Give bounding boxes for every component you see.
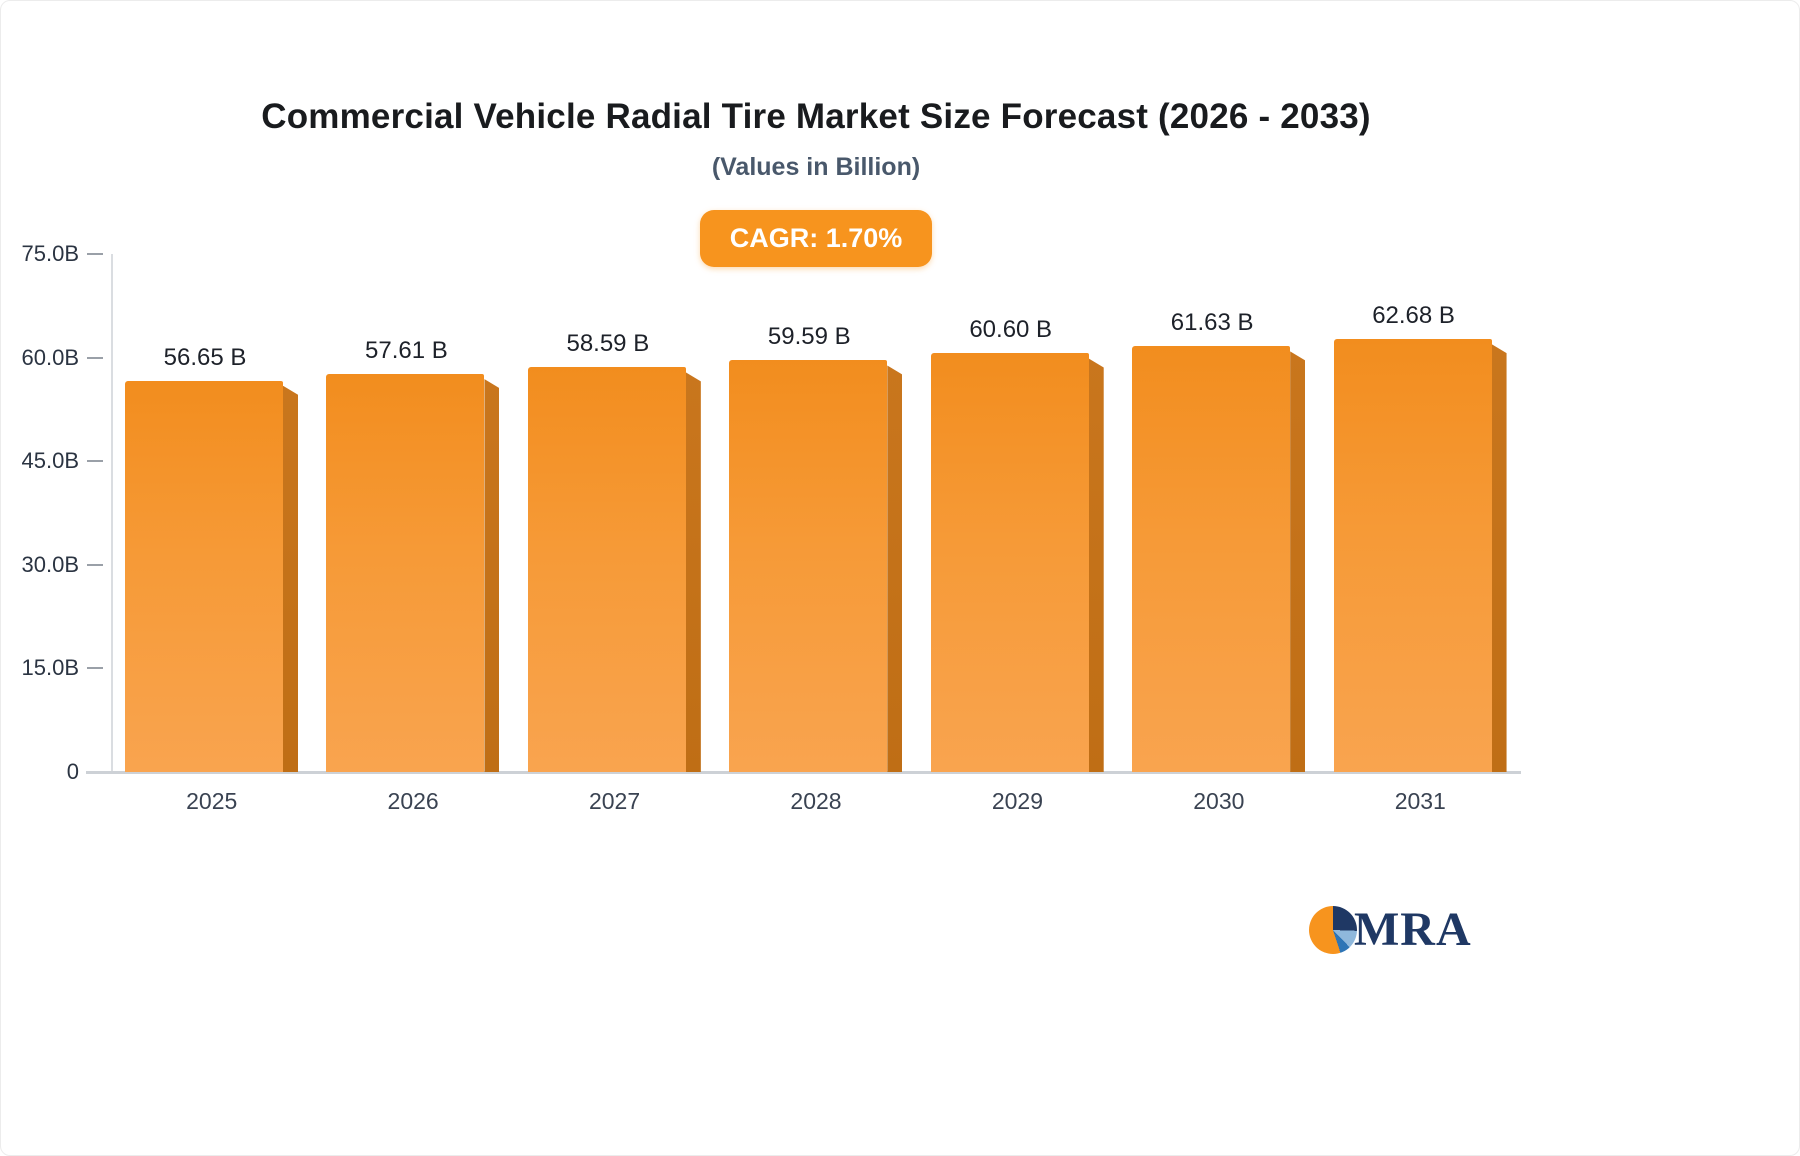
x-tick-label: 2027 <box>588 788 641 814</box>
value-label: 61.63 B <box>1170 309 1254 337</box>
x-tick-label: 2028 <box>790 788 842 814</box>
y-tick-label: 45.0B <box>21 448 80 474</box>
bar-side <box>1290 351 1306 772</box>
chart-header: Commercial Vehicle Radial Tire Market Si… <box>1 1 1631 267</box>
value-label: 57.61 B <box>365 337 448 365</box>
y-tick-label: 15.0B <box>21 655 80 681</box>
logo-pie-icon <box>1309 905 1357 954</box>
bar-group: 57.61 B <box>312 254 513 772</box>
bar-group: 56.65 B <box>111 254 312 772</box>
bar-front <box>930 353 1089 772</box>
bar <box>1333 339 1507 772</box>
x-tick-label: 2030 <box>1193 788 1245 814</box>
y-tick-mark <box>87 356 103 359</box>
x-tick-label: 2029 <box>991 788 1043 814</box>
bar <box>125 380 298 772</box>
y-tick-mark <box>87 460 103 463</box>
value-label: 60.60 B <box>969 316 1053 344</box>
cagr-badge-label: CAGR: 1.70% <box>729 223 903 253</box>
y-tick-label: 75.0B <box>21 241 80 266</box>
x-tick-label: 2031 <box>1394 788 1446 814</box>
bar-front <box>527 367 686 772</box>
bar <box>930 353 1104 772</box>
x-axis-labels: 2025 2026 2027 2028 2029 2030 2031 <box>111 788 1521 820</box>
bar-side <box>1088 358 1104 772</box>
bar-front <box>729 360 888 772</box>
value-label: 58.59 B <box>566 330 650 358</box>
bar-side <box>283 385 298 772</box>
y-tick-label: 30.0B <box>21 551 80 577</box>
bar-side <box>1491 344 1507 772</box>
y-tick-mark <box>87 667 103 670</box>
plot-area: 56.65 B 57.61 B 58.59 B 59.59 B 60.60 B 61.63… <box>86 254 1521 774</box>
x-tick-label: 2025 <box>186 788 238 814</box>
logo-text: MRA <box>1354 903 1472 956</box>
bar-front <box>1333 339 1492 772</box>
bar-group: 58.59 B <box>514 254 715 772</box>
chart-subtitle: (Values in Billion) <box>711 153 921 181</box>
bar-side <box>887 365 903 772</box>
bar-front <box>125 380 283 772</box>
y-tick-mark <box>87 253 103 255</box>
bar <box>1132 346 1306 772</box>
cagr-badge: CAGR: 1.70% <box>699 210 933 267</box>
bar-side <box>484 379 500 772</box>
x-axis-line <box>86 771 1521 774</box>
y-tick-label: 0 <box>66 759 79 784</box>
bar-side <box>685 372 701 772</box>
value-label: 56.65 B <box>163 343 247 371</box>
bar-group: 60.60 B <box>917 254 1118 772</box>
bar <box>729 360 903 772</box>
y-axis-line <box>111 254 113 772</box>
bar <box>527 367 701 772</box>
value-label: 62.68 B <box>1372 302 1455 330</box>
value-label: 59.59 B <box>767 323 851 351</box>
x-tick-label: 2026 <box>387 788 439 814</box>
bar-front <box>326 374 485 772</box>
y-tick-mark <box>87 563 103 566</box>
bar-group: 61.63 B <box>1118 254 1319 772</box>
logo: MRA <box>1309 902 1472 957</box>
bar-group: 59.59 B <box>715 254 916 772</box>
bar-group: 62.68 B <box>1320 254 1521 772</box>
y-axis: 75.0B 60.0B 45.0B 30.0B 15.0B 0 <box>1 241 111 784</box>
chart-title: Commercial Vehicle Radial Tire Market Si… <box>261 97 1371 136</box>
bar <box>326 374 500 772</box>
y-tick-label: 60.0B <box>21 344 80 370</box>
bar-front <box>1132 346 1291 772</box>
